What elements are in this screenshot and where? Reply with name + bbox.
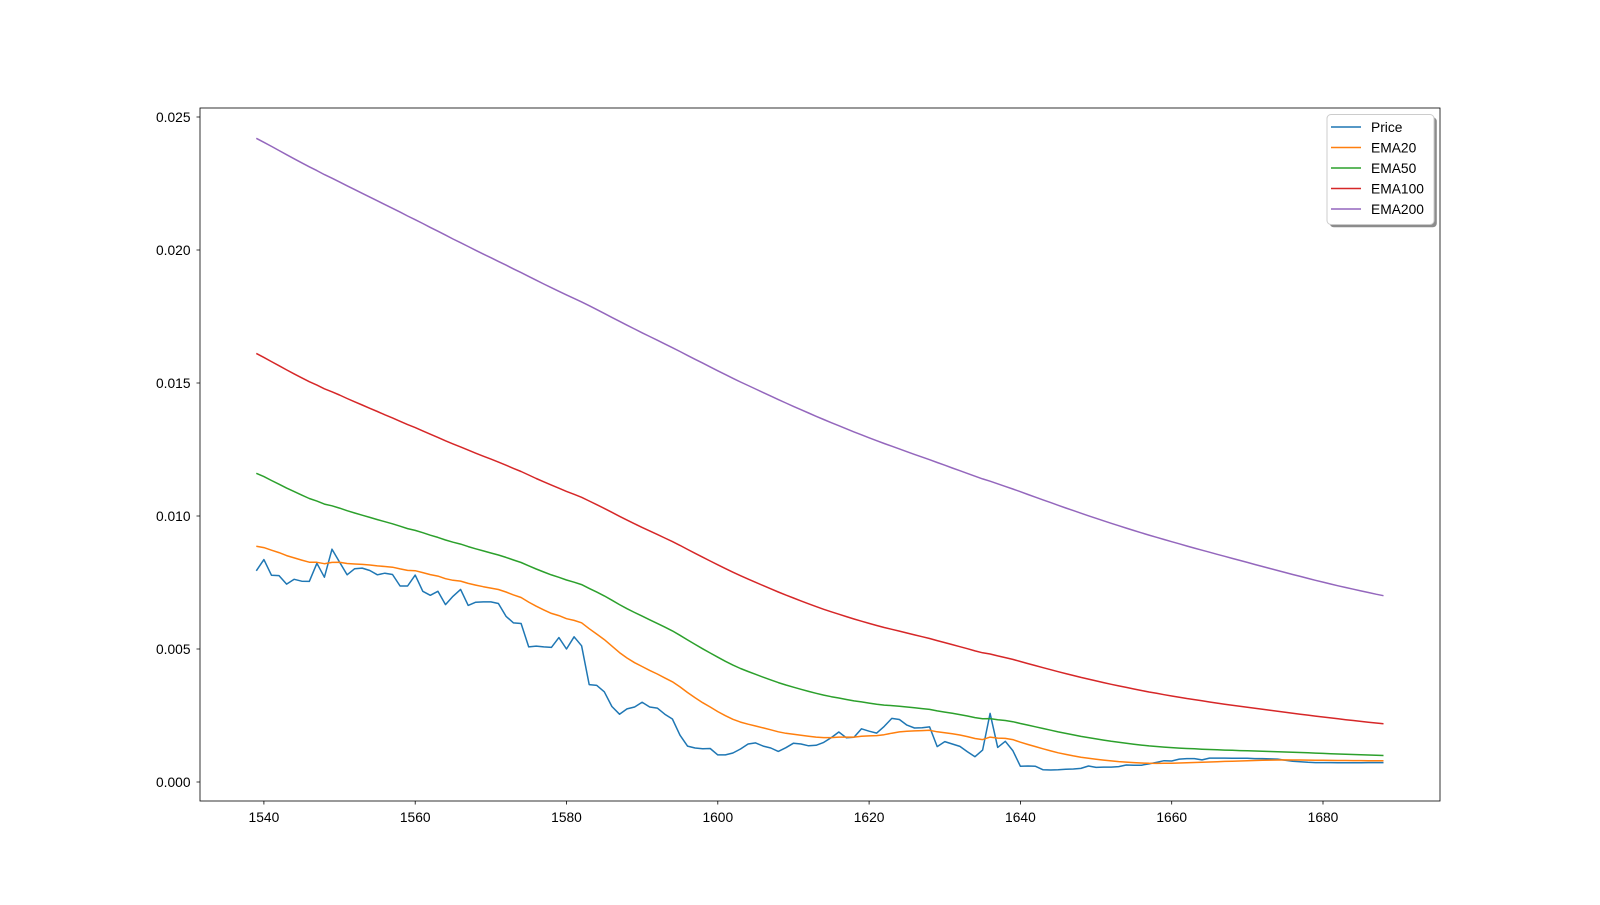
svg-text:1640: 1640 bbox=[1005, 810, 1036, 825]
svg-text:1620: 1620 bbox=[854, 810, 885, 825]
svg-text:EMA20: EMA20 bbox=[1371, 140, 1417, 155]
svg-text:EMA200: EMA200 bbox=[1371, 202, 1424, 217]
svg-text:0.000: 0.000 bbox=[156, 775, 191, 790]
svg-text:1560: 1560 bbox=[400, 810, 431, 825]
svg-text:0.005: 0.005 bbox=[156, 642, 191, 657]
svg-text:EMA50: EMA50 bbox=[1371, 161, 1417, 176]
svg-text:1680: 1680 bbox=[1308, 810, 1339, 825]
svg-text:EMA100: EMA100 bbox=[1371, 181, 1424, 196]
svg-text:1540: 1540 bbox=[249, 810, 280, 825]
svg-text:1600: 1600 bbox=[702, 810, 733, 825]
svg-text:0.010: 0.010 bbox=[156, 509, 191, 524]
svg-text:0.025: 0.025 bbox=[156, 110, 191, 125]
svg-text:0.020: 0.020 bbox=[156, 243, 191, 258]
svg-text:Price: Price bbox=[1371, 120, 1403, 135]
svg-text:0.015: 0.015 bbox=[156, 376, 191, 391]
svg-text:1660: 1660 bbox=[1156, 810, 1187, 825]
svg-text:1580: 1580 bbox=[551, 810, 582, 825]
